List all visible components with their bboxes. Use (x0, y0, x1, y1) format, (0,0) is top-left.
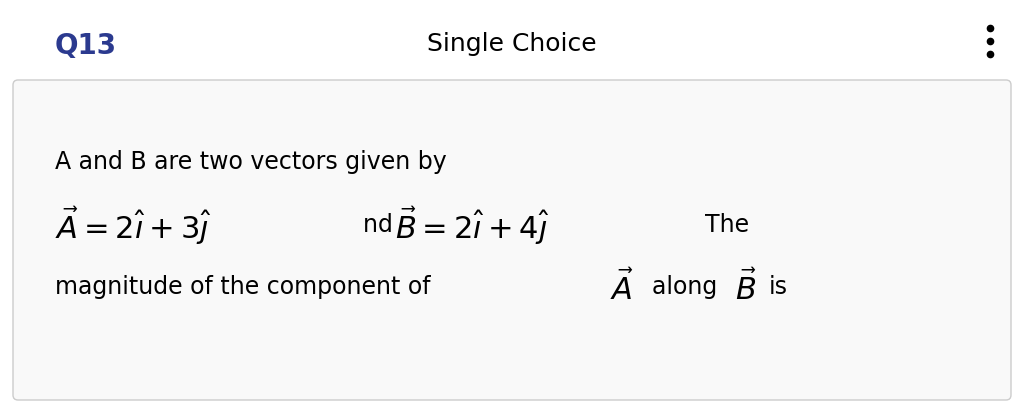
Text: nd: nd (362, 213, 400, 237)
Text: is: is (769, 275, 788, 299)
FancyBboxPatch shape (13, 80, 1011, 400)
Text: Single Choice: Single Choice (427, 32, 597, 56)
Text: $\vec{A}$: $\vec{A}$ (610, 271, 634, 307)
Text: Q13: Q13 (55, 32, 117, 60)
Text: magnitude of the component of: magnitude of the component of (55, 275, 438, 299)
Text: A and B are two vectors given by: A and B are two vectors given by (55, 150, 446, 174)
Text: $\vec{B}=2\hat{\imath}+4\hat{\jmath}$: $\vec{B}=2\hat{\imath}+4\hat{\jmath}$ (395, 205, 550, 247)
Text: along: along (652, 275, 725, 299)
Text: $\vec{B}$: $\vec{B}$ (735, 271, 757, 307)
Text: $\vec{A}=2\hat{\imath}+3\hat{\jmath}$: $\vec{A}=2\hat{\imath}+3\hat{\jmath}$ (55, 205, 211, 247)
Text: The: The (705, 213, 750, 237)
